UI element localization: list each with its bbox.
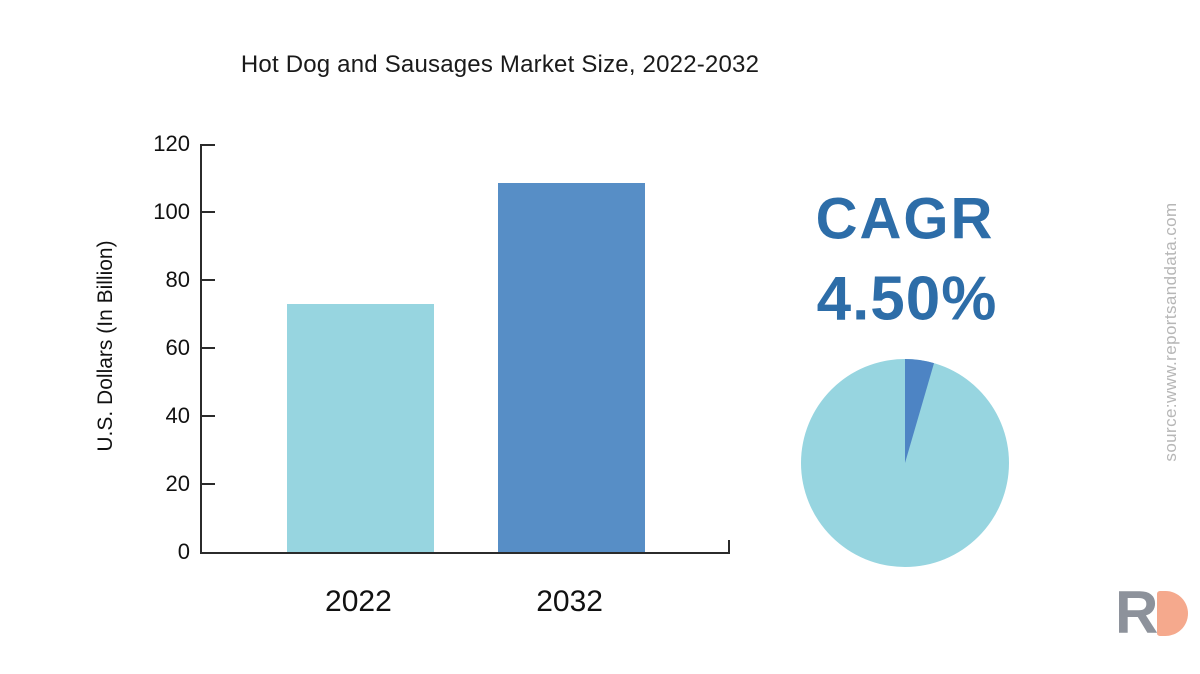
x-tick-label: 2022 bbox=[325, 585, 392, 618]
y-tick-label: 60 bbox=[165, 335, 190, 360]
cagr-label: CAGR bbox=[815, 186, 995, 252]
logo-letter-d-icon bbox=[1157, 591, 1188, 636]
x-axis-end-tick bbox=[728, 540, 730, 552]
y-tick-mark bbox=[202, 211, 215, 213]
pie-icon bbox=[801, 359, 1009, 567]
y-tick-label: 0 bbox=[177, 539, 190, 564]
cagr-value: 4.50% bbox=[816, 264, 998, 334]
y-tick-label: 20 bbox=[165, 471, 190, 496]
bar-2032 bbox=[498, 183, 646, 552]
y-tick-mark bbox=[202, 483, 215, 485]
y-tick-mark bbox=[202, 279, 215, 281]
logo-letter-r: R bbox=[1115, 579, 1159, 646]
y-tick-label: 120 bbox=[153, 131, 190, 156]
y-tick-label: 100 bbox=[153, 199, 190, 224]
reports-and-data-logo: R bbox=[1115, 579, 1195, 646]
cagr-pie-chart bbox=[801, 359, 1009, 567]
bar-chart-plot-area bbox=[200, 144, 730, 554]
y-tick-mark bbox=[202, 144, 215, 146]
chart-title: Hot Dog and Sausages Market Size, 2022-2… bbox=[240, 51, 760, 78]
y-tick-mark bbox=[202, 415, 215, 417]
y-tick-mark bbox=[202, 347, 215, 349]
bar-2022 bbox=[286, 303, 434, 552]
y-tick-label: 80 bbox=[165, 267, 190, 292]
x-tick-label: 2032 bbox=[536, 585, 603, 618]
y-tick-label: 40 bbox=[165, 403, 190, 428]
source-attribution: source:www.reportsanddata.com bbox=[1161, 202, 1180, 462]
